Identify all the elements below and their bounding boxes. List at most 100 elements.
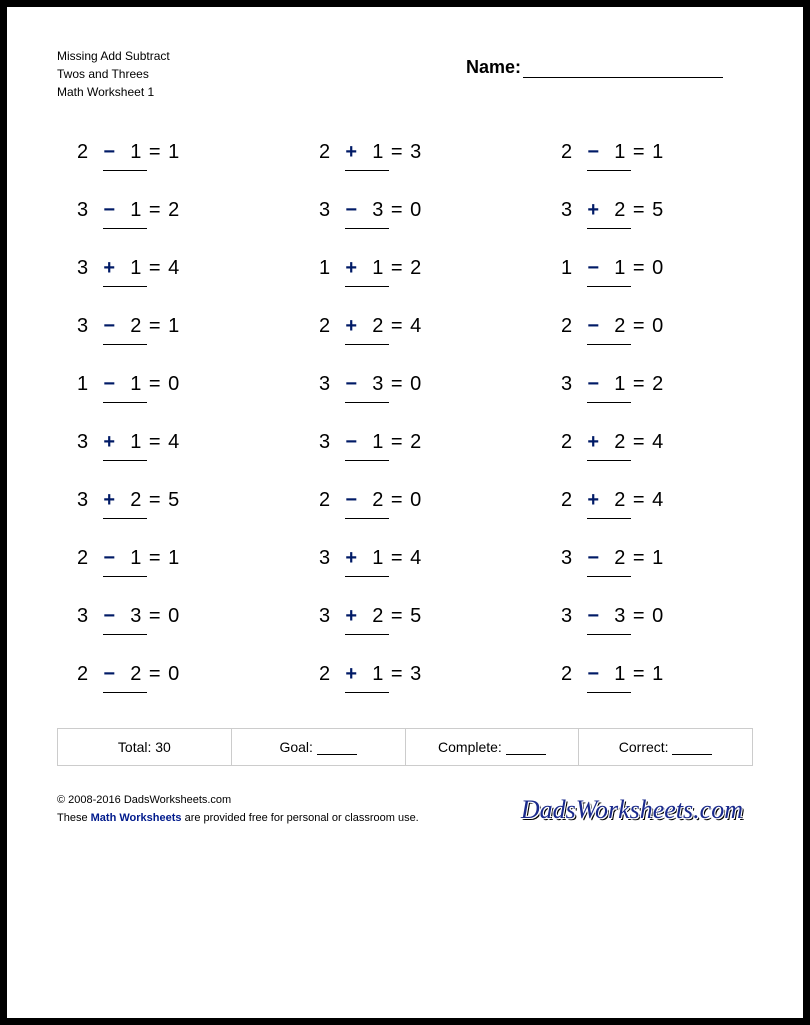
result: 2 [410, 257, 422, 279]
operand-b: 1 [130, 547, 142, 569]
operator-underline [103, 460, 147, 461]
complete-blank[interactable] [506, 754, 546, 755]
footer-link[interactable]: Math Worksheets [91, 812, 182, 824]
operand-a: 1 [319, 257, 331, 279]
problem-15: 3 − 1 = 2 [561, 373, 733, 403]
operand-a: 2 [319, 663, 331, 685]
footer-copyright: © 2008-2016 DadsWorksheets.com [57, 792, 419, 810]
correct-blank[interactable] [672, 754, 712, 755]
title-block: Missing Add Subtract Twos and Threes Mat… [57, 47, 170, 101]
problem-26: 3 + 2 = 5 [319, 605, 491, 635]
result: 0 [410, 489, 422, 511]
operator-underline [103, 402, 147, 403]
summary-goal: Goal: [232, 729, 406, 765]
summary-correct: Correct: [579, 729, 752, 765]
problem-6: 3 + 2 = 5 [561, 199, 733, 229]
problem-20: 2 − 2 = 0 [319, 489, 491, 519]
operator: + [338, 663, 366, 686]
operator-underline [587, 170, 631, 171]
operator: − [580, 141, 608, 164]
operand-b: 1 [372, 547, 384, 569]
operator-underline [103, 576, 147, 577]
operator: + [338, 605, 366, 628]
operator-underline [345, 460, 389, 461]
operand-a: 3 [319, 605, 331, 627]
result: 3 [410, 141, 422, 163]
result: 3 [410, 663, 422, 685]
operator-underline [587, 634, 631, 635]
operator-underline [345, 518, 389, 519]
operand-a: 3 [561, 605, 573, 627]
problem-13: 1 − 1 = 0 [77, 373, 249, 403]
operator: − [580, 663, 608, 686]
operator-underline [587, 402, 631, 403]
operator-underline [103, 692, 147, 693]
operand-b: 2 [614, 489, 626, 511]
result: 4 [168, 431, 180, 453]
operator-underline [103, 634, 147, 635]
problem-24: 3 − 2 = 1 [561, 547, 733, 577]
operator: − [580, 257, 608, 280]
operator: + [580, 489, 608, 512]
operand-a: 3 [561, 547, 573, 569]
operator-underline [587, 692, 631, 693]
problem-3: 2 − 1 = 1 [561, 141, 733, 171]
operator-underline [345, 170, 389, 171]
result: 0 [168, 373, 180, 395]
operand-b: 2 [614, 547, 626, 569]
operator-underline [345, 286, 389, 287]
operator: − [96, 663, 124, 686]
operator: − [580, 547, 608, 570]
operand-a: 3 [319, 547, 331, 569]
problems-grid: 2 − 1 = 1 2 + 1 = 3 2 − 1 = 1 3 − 1 = 2 3 − … [57, 141, 753, 693]
result: 5 [410, 605, 422, 627]
result: 1 [652, 141, 664, 163]
operand-a: 1 [561, 257, 573, 279]
operator: + [96, 489, 124, 512]
problem-11: 2 + 2 = 4 [319, 315, 491, 345]
problem-2: 2 + 1 = 3 [319, 141, 491, 171]
operator-underline [587, 576, 631, 577]
operand-a: 3 [561, 199, 573, 221]
operator: − [338, 489, 366, 512]
operand-b: 3 [372, 199, 384, 221]
problem-17: 3 − 1 = 2 [319, 431, 491, 461]
name-field: Name: [466, 47, 753, 78]
result: 0 [410, 373, 422, 395]
problem-30: 2 − 1 = 1 [561, 663, 733, 693]
operand-b: 3 [372, 373, 384, 395]
name-label: Name: [466, 57, 521, 77]
footer: © 2008-2016 DadsWorksheets.com These Mat… [57, 786, 753, 827]
header-row: Missing Add Subtract Twos and Threes Mat… [57, 47, 753, 101]
problem-25: 3 − 3 = 0 [77, 605, 249, 635]
problem-9: 1 − 1 = 0 [561, 257, 733, 287]
operator: + [96, 431, 124, 454]
operand-a: 2 [77, 547, 89, 569]
problem-16: 3 + 1 = 4 [77, 431, 249, 461]
result: 1 [652, 663, 664, 685]
operator-underline [345, 402, 389, 403]
operator-underline [103, 228, 147, 229]
operator-underline [345, 576, 389, 577]
operand-b: 1 [614, 257, 626, 279]
operand-b: 2 [130, 663, 142, 685]
result: 2 [652, 373, 664, 395]
problem-14: 3 − 3 = 0 [319, 373, 491, 403]
result: 1 [168, 547, 180, 569]
operator-underline [587, 286, 631, 287]
operator-underline [345, 228, 389, 229]
operand-a: 2 [319, 315, 331, 337]
operand-a: 2 [561, 663, 573, 685]
operand-b: 1 [130, 373, 142, 395]
operator: − [96, 199, 124, 222]
operator: + [338, 315, 366, 338]
problem-12: 2 − 2 = 0 [561, 315, 733, 345]
name-blank-line[interactable] [523, 77, 723, 78]
problem-7: 3 + 1 = 4 [77, 257, 249, 287]
goal-blank[interactable] [317, 754, 357, 755]
operand-b: 1 [130, 141, 142, 163]
operand-a: 3 [77, 605, 89, 627]
title-line-2: Twos and Threes [57, 65, 170, 83]
result: 0 [410, 199, 422, 221]
worksheet-page: Missing Add Subtract Twos and Threes Mat… [0, 0, 810, 1025]
